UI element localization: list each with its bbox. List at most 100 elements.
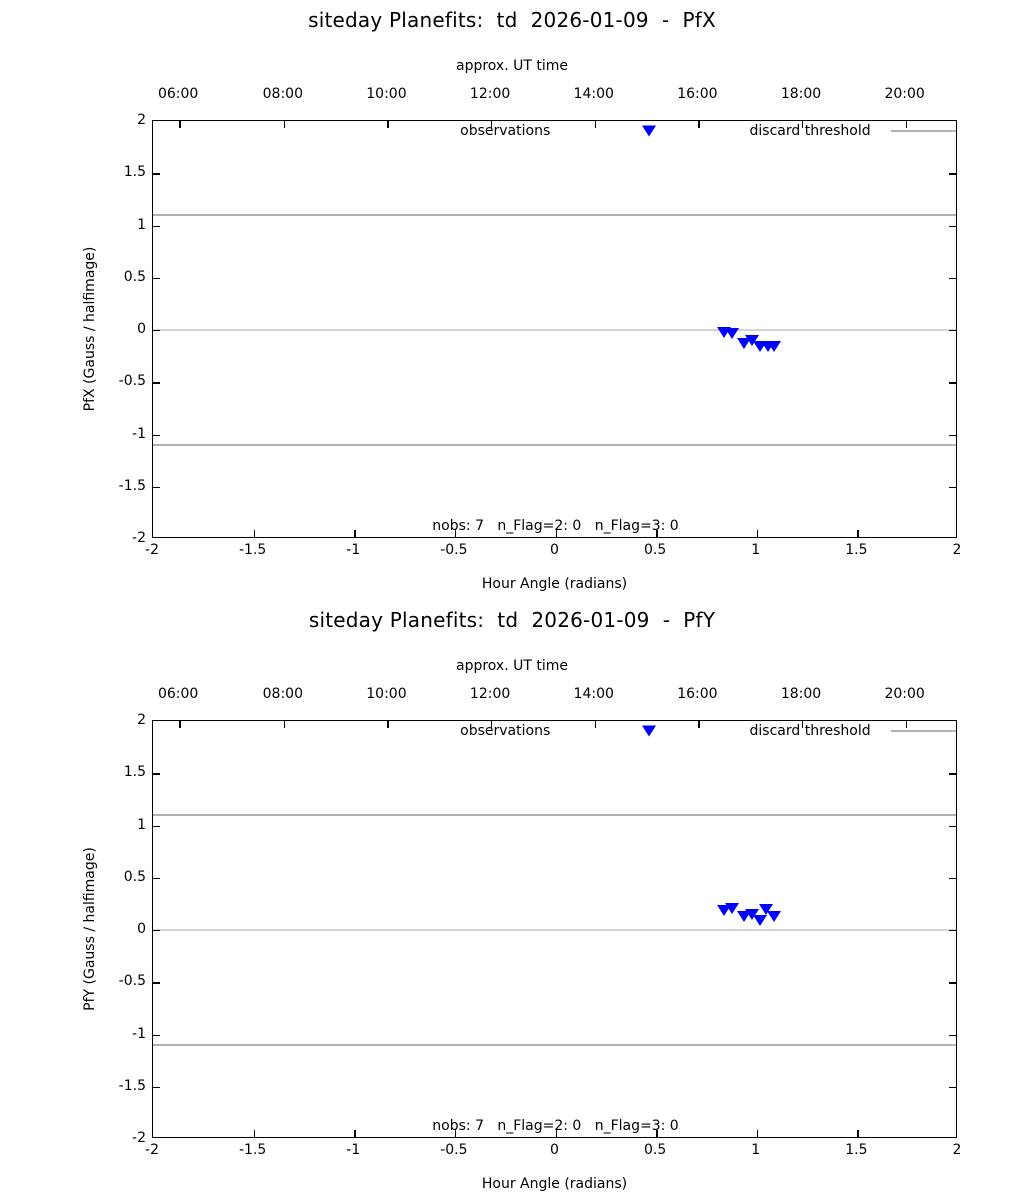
ut-time-tick-label: 12:00 bbox=[469, 686, 511, 702]
plot-area-pfx[interactable]: observations discard threshold nobs: 7 n_F… bbox=[152, 120, 957, 538]
legend-marker-observations bbox=[642, 125, 657, 137]
x-tick-top bbox=[283, 721, 286, 728]
y-tick-left bbox=[153, 877, 160, 880]
x-tick-top bbox=[698, 721, 700, 728]
x-tick-bottom bbox=[555, 530, 557, 537]
x-tick-top bbox=[283, 121, 286, 128]
discard-threshold-line bbox=[153, 814, 956, 817]
y-tick-left bbox=[153, 930, 160, 932]
y-tick-label: 0.5 bbox=[123, 868, 146, 885]
x-tick-label: 1.5 bbox=[845, 1142, 868, 1158]
legend-line-discard-threshold bbox=[890, 130, 956, 132]
y-tick-left bbox=[153, 1034, 160, 1036]
y-tick-label: -1 bbox=[132, 1025, 146, 1042]
y-tick-label: -0.5 bbox=[118, 973, 146, 990]
ut-time-tick-label: 14:00 bbox=[573, 86, 614, 102]
ut-time-tick-label: 08:00 bbox=[262, 686, 303, 702]
discard-threshold-line bbox=[153, 443, 956, 446]
plot-area-pfy[interactable]: observations discard threshold nobs: 7 n_F… bbox=[152, 720, 957, 1138]
discard-threshold-line bbox=[153, 214, 956, 217]
x-tick-top bbox=[698, 121, 700, 128]
x-tick-label: -1.5 bbox=[238, 542, 267, 558]
y-tick-label: 0 bbox=[137, 321, 146, 337]
y-tick-label: 0.5 bbox=[123, 268, 146, 285]
observation-marker[interactable] bbox=[766, 340, 781, 352]
x-tick-bottom bbox=[656, 1130, 658, 1137]
observation-counts-annotation: nobs: 7 n_Flag=2: 0 n_Flag=3: 0 bbox=[432, 1118, 679, 1135]
y-tick-right bbox=[949, 486, 956, 489]
legend-line-discard-threshold bbox=[890, 730, 956, 732]
observation-marker[interactable] bbox=[724, 328, 739, 340]
y-tick-right bbox=[949, 982, 956, 984]
y-tick-left bbox=[153, 486, 160, 489]
x-tick-label: 2 bbox=[952, 542, 962, 558]
ut-time-tick-label: 16:00 bbox=[677, 686, 718, 702]
legend-label-discard-threshold: discard threshold bbox=[749, 723, 871, 739]
top-axis-title-pfx: approx. UT time bbox=[456, 58, 568, 74]
y-tick-left bbox=[153, 330, 160, 332]
y-tick-right bbox=[949, 930, 956, 932]
y-tick-left bbox=[153, 382, 160, 384]
observation-counts-annotation: nobs: 7 n_Flag=2: 0 n_Flag=3: 0 bbox=[432, 518, 679, 535]
discard-threshold-line bbox=[153, 1043, 956, 1046]
x-tick-top bbox=[905, 121, 908, 128]
plot-panel-pfx: siteday Planefits: td 2026-01-09 - PfX a… bbox=[82, 8, 962, 592]
x-tick-label: 0.5 bbox=[643, 542, 667, 558]
top-axis-title-pfy: approx. UT time bbox=[456, 658, 568, 674]
y-tick-label: 2 bbox=[137, 112, 146, 128]
x-tick-label: 0.5 bbox=[643, 1142, 667, 1158]
zero-reference-line bbox=[153, 329, 956, 331]
x-axis-title-pfy: Hour Angle (radians) bbox=[481, 1176, 628, 1192]
y-tick-right bbox=[949, 434, 956, 436]
x-tick-top bbox=[179, 121, 181, 128]
x-tick-bottom bbox=[253, 1130, 256, 1137]
ut-time-tick-label: 12:00 bbox=[469, 86, 511, 102]
x-tick-top bbox=[491, 721, 493, 728]
x-tick-label: 0 bbox=[550, 542, 559, 558]
observation-marker[interactable] bbox=[724, 903, 739, 915]
x-tick-bottom bbox=[253, 530, 256, 537]
y-tick-label: 0 bbox=[137, 921, 146, 937]
ut-time-tick-label: 10:00 bbox=[366, 686, 407, 702]
x-tick-label: -2 bbox=[145, 1142, 159, 1158]
x-tick-bottom bbox=[857, 1130, 859, 1137]
x-tick-bottom bbox=[454, 530, 457, 537]
y-tick-label: -1.5 bbox=[118, 477, 146, 494]
y-tick-label: -0.5 bbox=[118, 373, 146, 390]
y-tick-labels-pfy: -2 -1.5 -1 -0.5 0 0.5 1 1.5 2 bbox=[88, 600, 146, 1200]
y-tick-label: 2 bbox=[137, 712, 146, 728]
y-tick-label: 1 bbox=[137, 216, 146, 233]
x-tick-label: 1.5 bbox=[845, 542, 868, 558]
observation-marker[interactable] bbox=[716, 905, 731, 917]
observation-marker[interactable] bbox=[744, 909, 759, 921]
x-tick-label: -1 bbox=[346, 542, 361, 558]
x-tick-top bbox=[594, 121, 597, 128]
observation-marker[interactable] bbox=[766, 911, 781, 923]
observation-marker[interactable] bbox=[752, 340, 767, 352]
legend-marker-observations bbox=[642, 725, 657, 737]
observation-marker[interactable] bbox=[744, 335, 759, 347]
ut-time-tick-label: 14:00 bbox=[573, 686, 614, 702]
ut-time-tick-label: 18:00 bbox=[780, 86, 822, 102]
observation-marker[interactable] bbox=[716, 327, 731, 339]
legend-label-discard-threshold: discard threshold bbox=[749, 123, 871, 139]
y-tick-label: -1 bbox=[132, 425, 146, 442]
x-tick-label: -0.5 bbox=[440, 542, 468, 558]
y-tick-right bbox=[949, 1034, 956, 1036]
x-tick-label: -0.5 bbox=[440, 1142, 468, 1158]
legend-label-observations: observations bbox=[460, 123, 551, 139]
x-tick-label: 2 bbox=[952, 1142, 962, 1158]
x-tick-label: 1 bbox=[751, 1142, 761, 1158]
y-tick-right bbox=[949, 825, 956, 827]
observation-marker[interactable] bbox=[736, 911, 751, 923]
observation-marker[interactable] bbox=[736, 337, 751, 349]
ut-time-tick-label: 06:00 bbox=[157, 86, 199, 102]
y-tick-right bbox=[949, 1086, 956, 1089]
x-tick-top bbox=[387, 721, 389, 728]
y-tick-left bbox=[153, 225, 160, 227]
observation-marker[interactable] bbox=[752, 914, 767, 926]
y-tick-right bbox=[949, 773, 956, 775]
x-tick-bottom bbox=[656, 530, 658, 537]
observation-marker[interactable] bbox=[758, 904, 773, 916]
ut-time-tick-label: 20:00 bbox=[884, 686, 925, 702]
